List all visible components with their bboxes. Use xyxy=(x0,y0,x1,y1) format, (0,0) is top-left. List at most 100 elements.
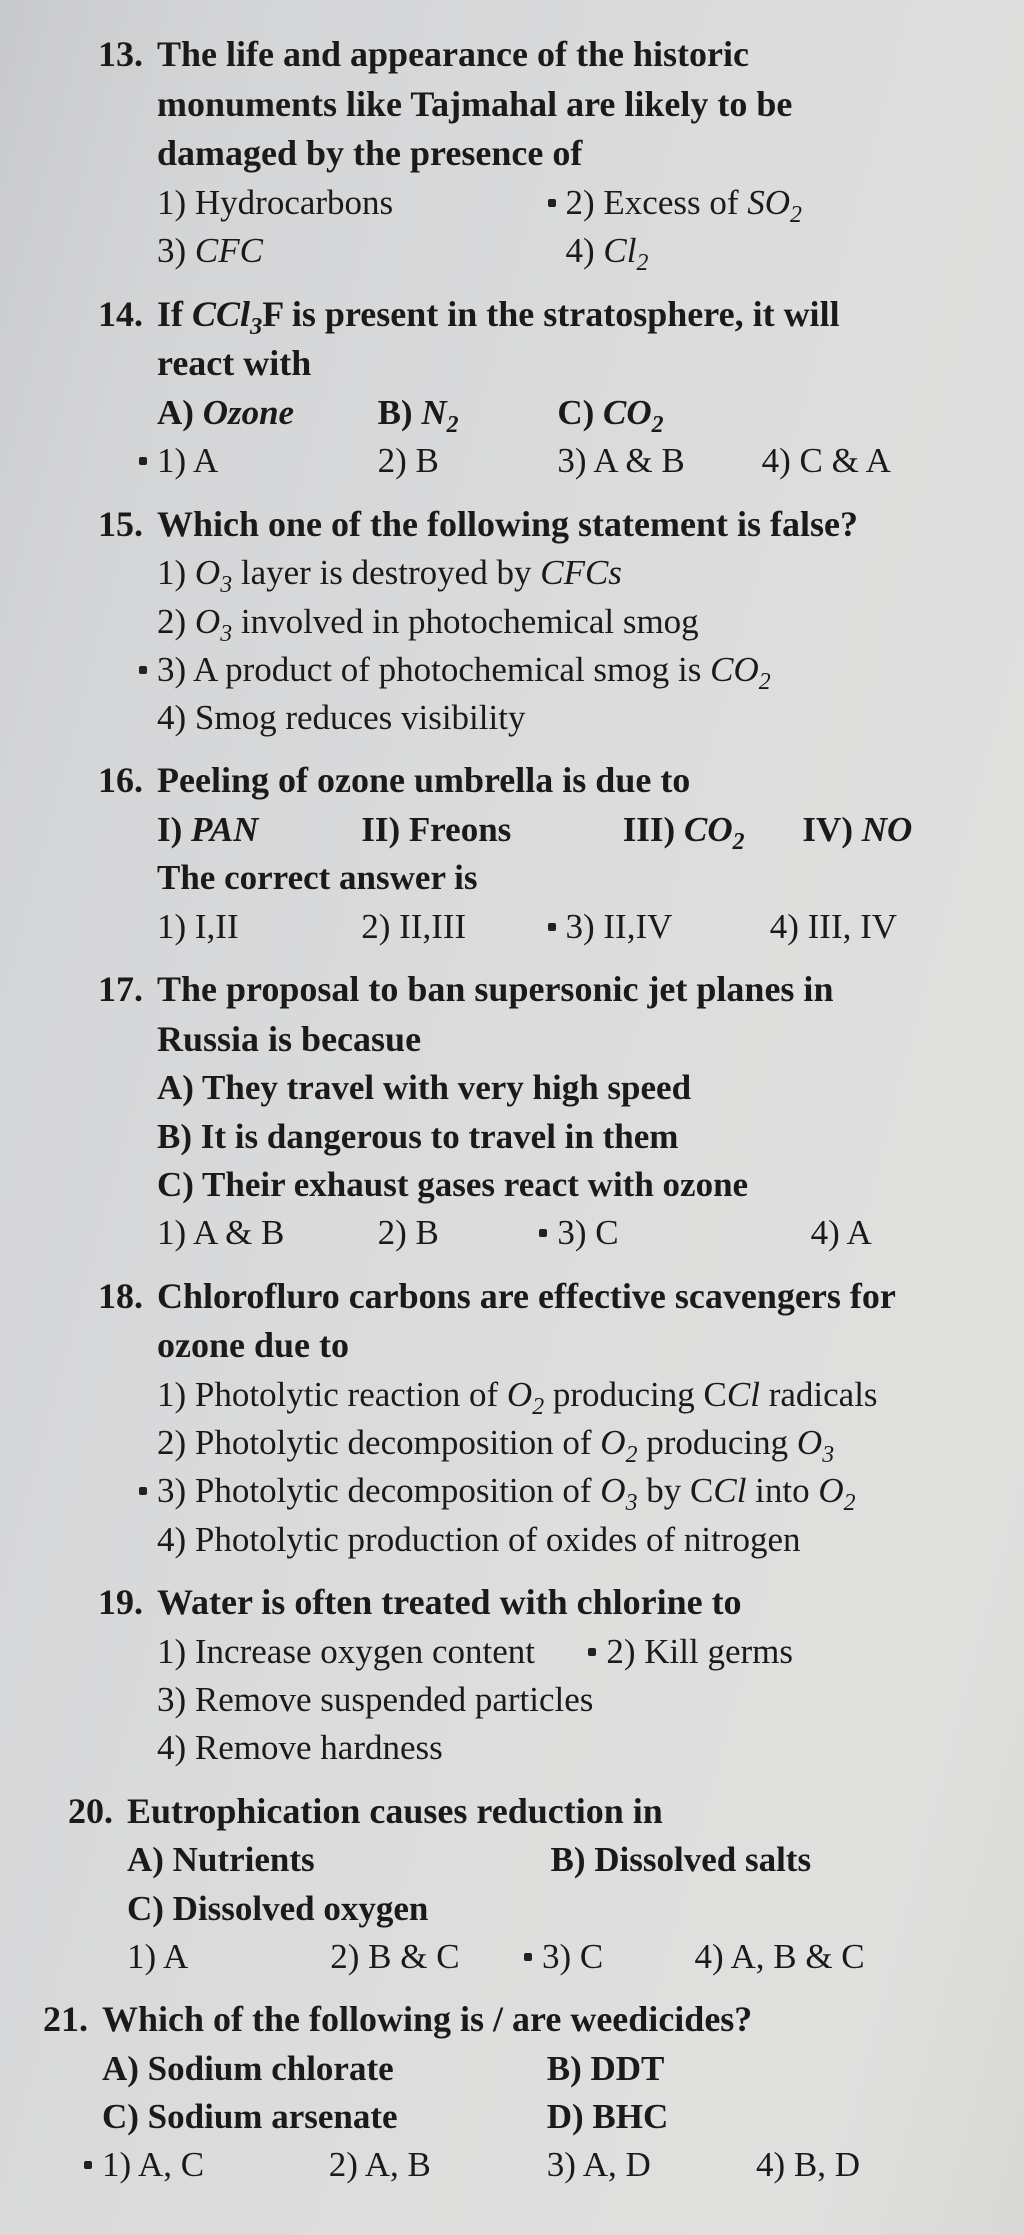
q16-text: Peeling of ozone umbrella is due to xyxy=(157,756,974,806)
q18-o1: 1) Photolytic reaction of O2 producing C… xyxy=(157,1371,974,1419)
q15-o2: 2) O3 involved in photochemical smog xyxy=(157,598,974,646)
question-20: 20. Eutrophication causes reduction in A… xyxy=(55,1787,974,1982)
q17-B: B) It is dangerous to travel in them xyxy=(157,1113,974,1161)
q17-options: 1) A & B 2) B 3) C 4) A xyxy=(157,1209,974,1257)
q17-o4: 4) A xyxy=(811,1209,974,1257)
q18-text: Chlorofluro carbons are effective scaven… xyxy=(157,1272,974,1371)
q18-text-l2: ozone due to xyxy=(157,1325,349,1365)
q16-options: 1) I,II 2) II,III 3) II,IV 4) III, IV xyxy=(157,903,974,951)
question-15: 15. Which one of the following statement… xyxy=(85,500,974,743)
q14-o2: 2) B xyxy=(378,437,558,485)
q20-o2: 2) B & C xyxy=(330,1933,542,1981)
q20-text: Eutrophication causes reduction in xyxy=(127,1787,974,1837)
q21-options: 1) A, C 2) A, B 3) A, D 4) B, D xyxy=(102,2141,974,2189)
q14-num-opts: 1) A 2) B 3) A & B 4) C & A xyxy=(157,437,974,485)
q15-o4: 4) Smog reduces visibility xyxy=(157,694,974,742)
q21-number: 21. xyxy=(30,1995,102,2045)
q20-o3: 3) C xyxy=(542,1933,694,1981)
q19-options: 1) Increase oxygen content 2) Kill germs… xyxy=(157,1628,974,1773)
q14-A: A) Ozone xyxy=(157,389,378,437)
q17-number: 17. xyxy=(85,965,157,1015)
question-21: 21. Which of the following is / are weed… xyxy=(30,1995,974,2190)
q21-o3: 3) A, D xyxy=(547,2141,756,2189)
question-19: 19. Water is often treated with chlorine… xyxy=(85,1578,974,1773)
q17-o3: 3) C xyxy=(557,1209,810,1257)
q15-text: Which one of the following statement is … xyxy=(157,500,974,550)
q17-A: A) They travel with very high speed xyxy=(157,1064,974,1112)
q17-text: The proposal to ban supersonic jet plane… xyxy=(157,965,974,1064)
q19-number: 19. xyxy=(85,1578,157,1628)
q14-number: 14. xyxy=(85,290,157,340)
question-14: 14. If CCl3F is present in the stratosph… xyxy=(85,290,974,486)
q15-o1: 1) O3 layer is destroyed by CFCs xyxy=(157,549,974,597)
question-17: 17. The proposal to ban supersonic jet p… xyxy=(85,965,974,1258)
q21-C: C) Sodium arsenate xyxy=(102,2093,547,2141)
q20-options: 1) A 2) B & C 3) C 4) A, B & C xyxy=(127,1933,974,1981)
q16-number: 16. xyxy=(85,756,157,806)
q20-A: A) Nutrients xyxy=(127,1836,551,1884)
q20-C: C) Dissolved oxygen xyxy=(127,1885,974,1933)
q17-lettered: A) They travel with very high speed B) I… xyxy=(157,1064,974,1209)
q19-o3: 3) Remove suspended particles xyxy=(157,1676,974,1724)
q21-o1: 1) A, C xyxy=(102,2141,329,2189)
q15-o3: 3) A product of photochemical smog is CO… xyxy=(157,646,974,694)
q18-o2: 2) Photolytic decomposition of O2 produc… xyxy=(157,1419,974,1467)
q18-o4: 4) Photolytic production of oxides of ni… xyxy=(157,1516,974,1564)
q13-text-l3: damaged by the presence of xyxy=(157,133,582,173)
q14-text-l2: react with xyxy=(157,343,311,383)
q16-o2: 2) II,III xyxy=(361,903,565,951)
q14-o4: 4) C & A xyxy=(762,437,974,485)
q19-o4: 4) Remove hardness xyxy=(157,1724,974,1772)
q16-o1: 1) I,II xyxy=(157,903,361,951)
q15-number: 15. xyxy=(85,500,157,550)
q21-B: B) DDT xyxy=(547,2045,974,2093)
q14-C: C) CO2 xyxy=(557,389,761,437)
q13-opt3: 3) CFC xyxy=(157,227,566,275)
q14-o1: 1) A xyxy=(157,437,378,485)
q14-text: If CCl3F is present in the stratosphere,… xyxy=(157,290,974,389)
q14-B: B) N2 xyxy=(378,389,558,437)
q15-options: 1) O3 layer is destroyed by CFCs 2) O3 i… xyxy=(157,549,974,742)
q18-number: 18. xyxy=(85,1272,157,1322)
q16-roman: I) PAN II) Freons III) CO2 IV) NO xyxy=(157,806,974,854)
question-13: 13. The life and appearance of the histo… xyxy=(85,30,974,276)
q17-C: C) Their exhaust gases react with ozone xyxy=(157,1161,974,1209)
q16-IV: IV) NO xyxy=(802,806,974,854)
q13-text: The life and appearance of the historic … xyxy=(157,30,974,179)
q19-o2: 2) Kill germs xyxy=(606,1628,974,1676)
q13-opt4: 4) Cl2 xyxy=(566,227,975,275)
q21-o2: 2) A, B xyxy=(329,2141,547,2189)
q20-lettered: A) Nutrients B) Dissolved salts C) Disso… xyxy=(127,1836,974,1933)
q16-o4: 4) III, IV xyxy=(770,903,974,951)
q13-opt1: 1) Hydrocarbons xyxy=(157,179,566,227)
q13-number: 13. xyxy=(85,30,157,80)
q16-I: I) PAN xyxy=(157,806,361,854)
q16-II: II) Freons xyxy=(361,806,622,854)
q21-o4: 4) B, D xyxy=(756,2141,974,2189)
q18-o3: 3) Photolytic decomposition of O3 by CCl… xyxy=(157,1467,974,1515)
question-18: 18. Chlorofluro carbons are effective sc… xyxy=(85,1272,974,1565)
q17-o2: 2) B xyxy=(378,1209,558,1257)
q16-o3: 3) II,IV xyxy=(566,903,770,951)
q20-number: 20. xyxy=(55,1787,127,1837)
q19-o1: 1) Increase oxygen content xyxy=(157,1628,606,1676)
q13-text-l2: monuments like Tajmahal are likely to be xyxy=(157,84,792,124)
q21-A: A) Sodium chlorate xyxy=(102,2045,547,2093)
q16-sub: The correct answer is xyxy=(157,854,974,902)
q17-text-l2: Russia is becasue xyxy=(157,1019,421,1059)
q20-o1: 1) A xyxy=(127,1933,330,1981)
q13-opt2: 2) Excess of SO2 xyxy=(566,179,975,227)
q20-o4: 4) A, B & C xyxy=(694,1933,974,1981)
q21-lettered: A) Sodium chlorate B) DDT C) Sodium arse… xyxy=(102,2045,974,2142)
question-16: 16. Peeling of ozone umbrella is due to … xyxy=(85,756,974,951)
q21-D: D) BHC xyxy=(547,2093,974,2141)
q21-text: Which of the following is / are weedicid… xyxy=(102,1995,974,2045)
q17-o1: 1) A & B xyxy=(157,1209,378,1257)
q14-o3: 3) A & B xyxy=(557,437,761,485)
q19-text: Water is often treated with chlorine to xyxy=(157,1578,974,1628)
q18-options: 1) Photolytic reaction of O2 producing C… xyxy=(157,1371,974,1564)
q13-options: 1) Hydrocarbons 2) Excess of SO2 3) CFC … xyxy=(157,179,974,276)
q14-letter-opts: A) Ozone B) N2 C) CO2 xyxy=(157,389,974,437)
q20-B: B) Dissolved salts xyxy=(551,1836,975,1884)
q16-III: III) CO2 xyxy=(623,806,803,854)
